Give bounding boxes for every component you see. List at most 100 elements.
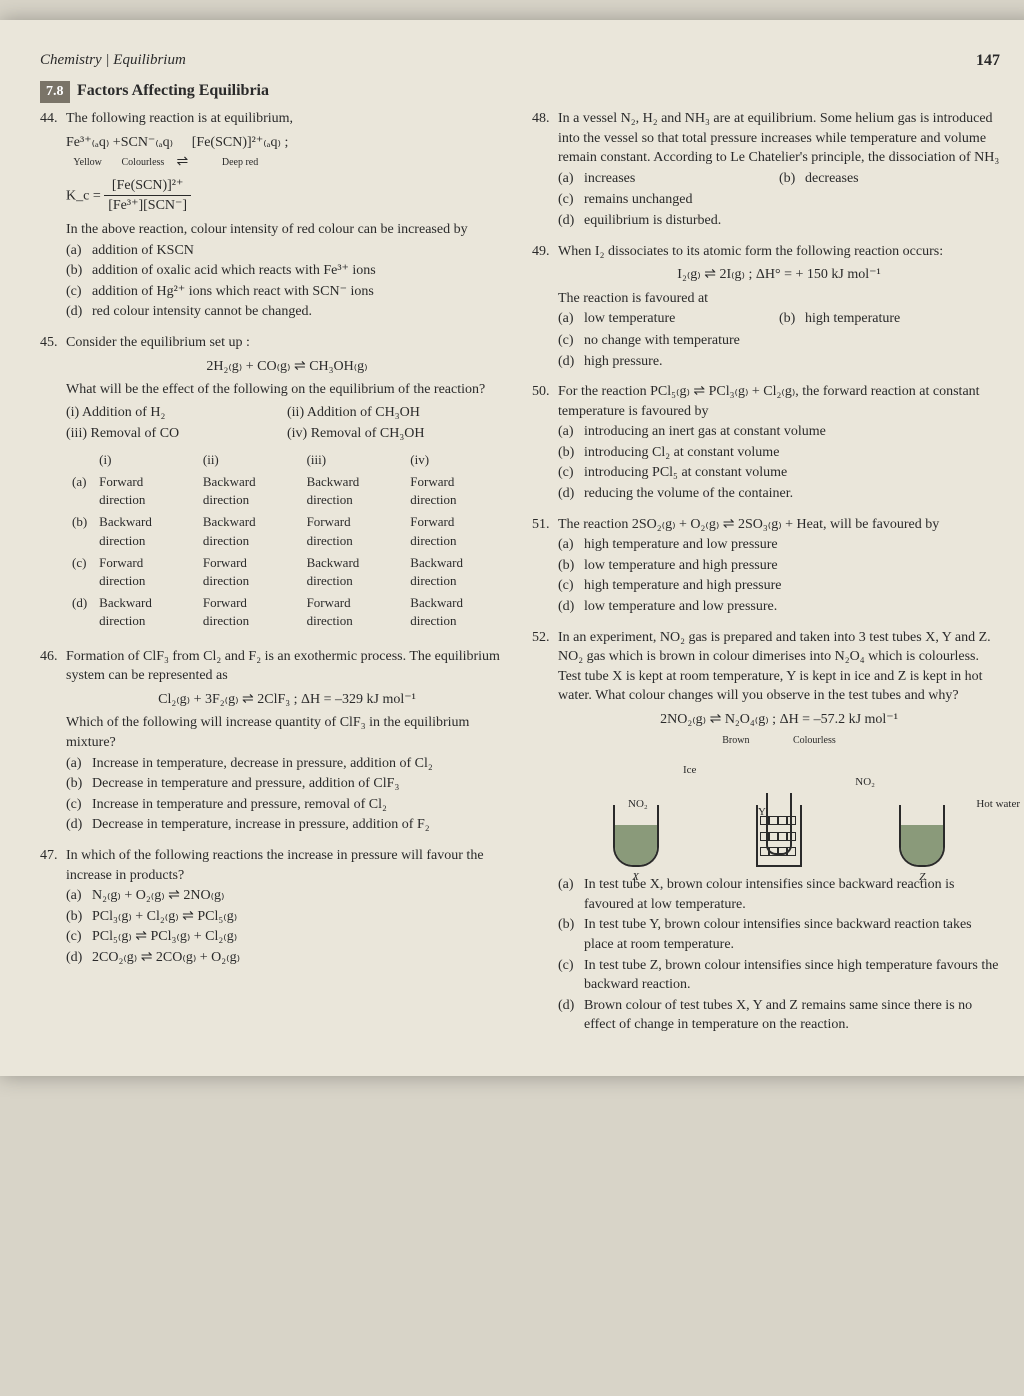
question-50: 50. For the reaction PCl₅₍g₎ ⇌ PCl₃₍g₎ +…	[532, 382, 1000, 505]
q45-h-i: (i)	[93, 449, 197, 471]
opt-label-c: (c)	[66, 795, 92, 815]
q49-body: When I₂ dissociates to its atomic form t…	[558, 242, 1000, 373]
opt-label-b: (b)	[558, 915, 584, 954]
q52-eqn-text: 2NO₂₍g₎ ⇌ N₂O₄₍g₎ ; ΔH = –57.2 kJ mol⁻¹	[660, 712, 898, 727]
opt-label-d: (d)	[66, 815, 92, 835]
q48-opt-c: remains unchanged	[584, 190, 692, 210]
q44-eq-fe: Fe³⁺₍ₐq₎	[66, 135, 109, 150]
label-no2-z: NO₂	[855, 775, 875, 790]
opt-label-c: (c)	[66, 552, 93, 592]
opt-label-c: (c)	[558, 956, 584, 995]
q44-eq-scn-under: Colourless	[122, 157, 165, 168]
q52-eqn-brown: Brown	[722, 735, 749, 746]
opt-label-c: (c)	[66, 927, 92, 947]
q46-opt-c: Increase in temperature and pressure, re…	[92, 795, 387, 815]
tube-x-label: X	[615, 870, 657, 885]
q44-body: The following reaction is at equilibrium…	[66, 109, 508, 323]
q47-body: In which of the following reactions the …	[66, 846, 508, 969]
q52-stem: In an experiment, NO₂ gas is prepared an…	[558, 628, 1000, 706]
q50-opt-c: introducing PCl₅ at constant volume	[584, 463, 787, 483]
opt-label-d: (d)	[558, 484, 584, 504]
opt-label-b: (b)	[66, 907, 92, 927]
q47-stem: In which of the following reactions the …	[66, 846, 508, 885]
q49-opt-b: high temperature	[805, 309, 900, 329]
tube-z: Z	[899, 805, 945, 867]
q44-eq-scn: +SCN⁻₍ₐq₎	[113, 135, 173, 150]
q46-stem: Which of the following will increase qua…	[66, 713, 508, 752]
tube-y-container: Y	[756, 805, 802, 867]
q45-b-ii: Backward direction	[197, 511, 301, 551]
opt-label-c: (c)	[558, 190, 584, 210]
q51-body: The reaction 2SO₂₍g₎ + O₂₍g₎ ⇌ 2SO₃₍g₎ +…	[558, 515, 1000, 618]
textbook-page: Chemistry | Equilibrium 147 7.8 Factors …	[0, 20, 1024, 1076]
q49-intro: When I₂ dissociates to its atomic form t…	[558, 242, 1000, 262]
question-46: 46. Formation of ClF₃ from Cl₂ and F₂ is…	[40, 647, 508, 836]
opt-label-d: (d)	[66, 302, 92, 322]
q49-opt-d: high pressure.	[584, 352, 663, 372]
q44-number: 44.	[40, 109, 66, 323]
q45-answer-table: (i) (ii) (iii) (iv) (a) Forward directio…	[66, 449, 508, 633]
q46-number: 46.	[40, 647, 66, 836]
q48-body: In a vessel N₂, H₂ and NH₃ are at equili…	[558, 109, 1000, 232]
opt-label-b: (b)	[779, 309, 805, 329]
q45-sub-ii: (ii) Addition of CH₃OH	[287, 403, 420, 423]
q52-opt-b: In test tube Y, brown colour intensifies…	[584, 915, 1000, 954]
opt-label-b: (b)	[66, 511, 93, 551]
q45-c-i: Forward direction	[93, 552, 197, 592]
q50-number: 50.	[532, 382, 558, 505]
q48-stem: In a vessel N₂, H₂ and NH₃ are at equili…	[558, 109, 1000, 168]
opt-label-a: (a)	[66, 754, 92, 774]
q44-kc-num: [Fe(SCN)]²⁺	[104, 176, 191, 197]
question-51: 51. The reaction 2SO₂₍g₎ + O₂₍g₎ ⇌ 2SO₃₍…	[532, 515, 1000, 618]
q44-kc: K_c = [Fe(SCN)]²⁺ [Fe³⁺][SCN⁻]	[66, 176, 508, 216]
q48-opt-d: equilibrium is disturbed.	[584, 211, 721, 231]
tube-x: X	[613, 805, 659, 867]
q45-c-iii: Backward direction	[301, 552, 405, 592]
q50-opt-d: reducing the volume of the container.	[584, 484, 793, 504]
q50-opt-a: introducing an inert gas at constant vol…	[584, 422, 826, 442]
q45-d-i: Backward direction	[93, 592, 197, 632]
q48-opt-b: decreases	[805, 169, 859, 189]
opt-label-d: (d)	[558, 211, 584, 231]
opt-label-a: (a)	[66, 241, 92, 261]
q45-equation: 2H₂₍g₎ + CO₍g₎ ⇌ CH₃OH₍g₎	[66, 357, 508, 377]
q45-b-i: Backward direction	[93, 511, 197, 551]
q45-h-iii: (iii)	[301, 449, 405, 471]
question-52: 52. In an experiment, NO₂ gas is prepare…	[532, 628, 1000, 1036]
label-no2-x: NO₂	[628, 797, 648, 812]
q44-opt-d: red colour intensity cannot be changed.	[92, 302, 312, 322]
q46-opt-a: Increase in temperature, decrease in pre…	[92, 754, 433, 774]
q44-opt-a: addition of KSCN	[92, 241, 194, 261]
question-49: 49. When I₂ dissociates to its atomic fo…	[532, 242, 1000, 373]
q52-eqn-colourless: Colourless	[793, 735, 836, 746]
opt-label-a: (a)	[66, 886, 92, 906]
question-44: 44. The following reaction is at equilib…	[40, 109, 508, 323]
q44-equation: Fe³⁺₍ₐq₎ Yellow +SCN⁻₍ₐq₎ Colourless ⇌ […	[66, 133, 508, 172]
opt-label-b: (b)	[779, 169, 805, 189]
q45-d-iv: Backward direction	[404, 592, 508, 632]
q49-stem: The reaction is favoured at	[558, 289, 1000, 309]
q52-opt-d: Brown colour of test tubes X, Y and Z re…	[584, 996, 1000, 1035]
q49-opt-c: no change with temperature	[584, 331, 740, 351]
q46-equation: Cl₂₍g₎ + 3F₂₍g₎ ⇌ 2ClF₃ ; ΔH = –329 kJ m…	[66, 690, 508, 710]
q50-body: For the reaction PCl₅₍g₎ ⇌ PCl₃₍g₎ + Cl₂…	[558, 382, 1000, 505]
q49-equation: I₂₍g₎ ⇌ 2I₍g₎ ; ΔH° = + 150 kJ mol⁻¹	[558, 265, 1000, 285]
q47-opt-b: PCl₃₍g₎ + Cl₂₍g₎ ⇌ PCl₅₍g₎	[92, 907, 237, 927]
q44-eq-fe-under: Yellow	[73, 157, 101, 168]
opt-label-a: (a)	[558, 169, 584, 189]
q47-number: 47.	[40, 846, 66, 969]
label-hot-water: Hot water	[976, 797, 1020, 812]
q45-c-iv: Backward direction	[404, 552, 508, 592]
q47-opt-c: PCl₅₍g₎ ⇌ PCl₃₍g₎ + Cl₂₍g₎	[92, 927, 237, 947]
q44-intro: The following reaction is at equilibrium…	[66, 109, 508, 129]
q51-stem: The reaction 2SO₂₍g₎ + O₂₍g₎ ⇌ 2SO₃₍g₎ +…	[558, 515, 1000, 535]
q52-equation: 2NO₂₍g₎ ⇌ N₂O₄₍g₎ ; ΔH = –57.2 kJ mol⁻¹ …	[558, 710, 1000, 749]
section-heading: 7.8 Factors Affecting Equilibria	[40, 80, 1000, 103]
opt-label-c: (c)	[66, 282, 92, 302]
q45-sub-iv: (iv) Removal of CH₃OH	[287, 424, 424, 444]
opt-label-a: (a)	[558, 535, 584, 555]
q44-eq-product-under: Deep red	[222, 157, 258, 168]
two-column-layout: 44. The following reaction is at equilib…	[40, 109, 1000, 1046]
opt-label-b: (b)	[66, 261, 92, 281]
opt-label-b: (b)	[558, 443, 584, 463]
